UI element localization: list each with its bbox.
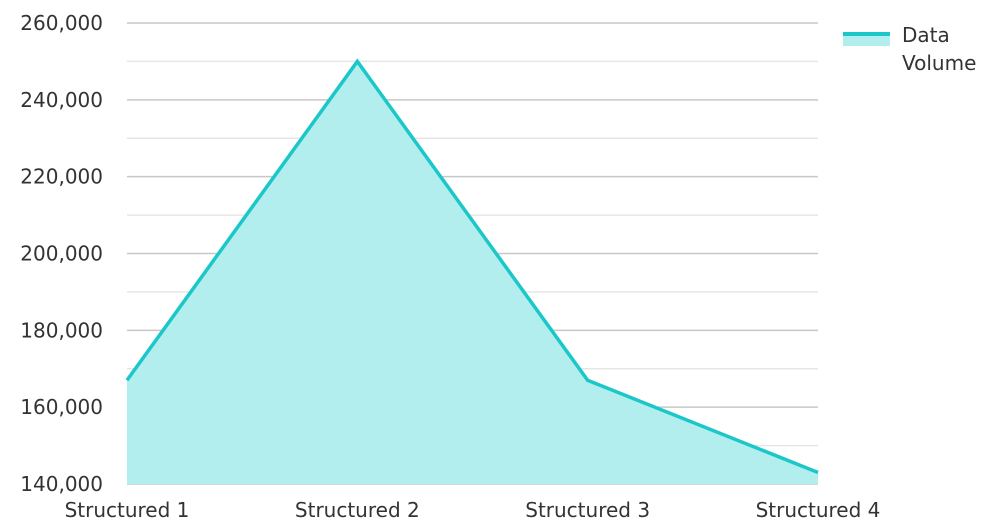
legend-label: Data Volume	[902, 23, 976, 75]
y-tick-label: 260,000	[20, 11, 103, 35]
x-tick-label: Structured 4	[756, 498, 881, 522]
series-line	[125, 58, 819, 475]
y-tick-label: 140,000	[20, 472, 103, 496]
x-tick-label: Structured 1	[65, 498, 190, 522]
y-tick-label: 220,000	[20, 165, 103, 189]
area-layer	[125, 58, 819, 485]
x-axis: Structured 1 Structured 2 Structured 3 Stru…	[65, 498, 881, 522]
legend-swatch-fill	[843, 34, 890, 46]
y-axis: 140,000 160,000 180,000 200,000 220,000 240,0…	[20, 11, 103, 496]
y-tick-label: 160,000	[20, 395, 103, 419]
y-tick-label: 180,000	[20, 318, 103, 342]
x-tick-label: Structured 3	[525, 498, 650, 522]
series-area	[127, 61, 818, 485]
y-tick-label: 200,000	[20, 242, 103, 266]
y-tick-label: 240,000	[20, 88, 103, 112]
legend: Data Volume	[843, 23, 976, 75]
x-tick-label: Structured 2	[295, 498, 420, 522]
